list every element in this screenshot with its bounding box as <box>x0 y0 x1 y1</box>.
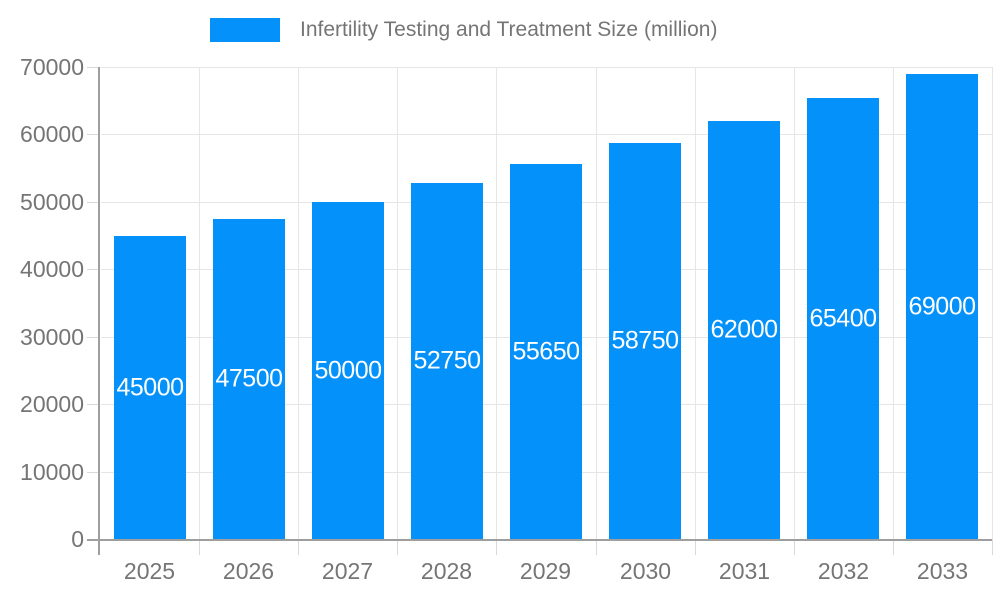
x-axis-line <box>87 539 992 541</box>
x-tick-label: 2033 <box>916 558 969 584</box>
bar-2028[interactable]: 52750 <box>411 183 483 539</box>
x-tick-label: 2028 <box>420 558 473 584</box>
y-tick-label: 0 <box>71 526 84 552</box>
bar-2026[interactable]: 47500 <box>213 219 285 539</box>
x-gridline <box>596 67 597 539</box>
y-tick-label: 10000 <box>20 459 84 485</box>
y-tick-label: 50000 <box>20 189 84 215</box>
x-gridline <box>496 67 497 539</box>
x-tick-label: 2029 <box>519 558 572 584</box>
x-tick <box>298 539 299 555</box>
x-tick <box>992 539 993 555</box>
x-tick-label: 2032 <box>817 558 870 584</box>
bar-2030[interactable]: 58750 <box>609 143 681 539</box>
y-tick-label: 20000 <box>20 391 84 417</box>
x-gridline <box>298 67 299 539</box>
x-gridline <box>695 67 696 539</box>
x-tick-label: 2031 <box>718 558 771 584</box>
chart-legend: Infertility Testing and Treatment Size (… <box>210 18 717 42</box>
legend-label: Infertility Testing and Treatment Size (… <box>300 18 718 41</box>
bar-2029[interactable]: 55650 <box>510 164 582 539</box>
y-tick <box>87 67 100 68</box>
bar-value-label: 62000 <box>710 315 778 344</box>
y-tick-label: 40000 <box>20 256 84 282</box>
x-tick-label: 2027 <box>321 558 374 584</box>
bar-value-label: 50000 <box>314 356 382 384</box>
y-tick <box>87 202 100 203</box>
x-tick-label: 2030 <box>619 558 672 584</box>
y-tick <box>87 472 100 473</box>
x-gridline <box>794 67 795 539</box>
x-tick-label: 2025 <box>123 558 176 584</box>
x-tick <box>596 539 597 555</box>
y-tick-label: 70000 <box>20 54 84 80</box>
y-tick <box>87 134 100 135</box>
y-gridline <box>101 67 992 68</box>
legend-swatch <box>210 18 280 42</box>
bar-2027[interactable]: 50000 <box>312 202 384 539</box>
y-tick <box>87 404 100 405</box>
x-tick <box>893 539 894 555</box>
y-tick <box>87 337 100 338</box>
bar-value-label: 55650 <box>512 337 580 365</box>
x-tick <box>397 539 398 555</box>
bar-2033[interactable]: 69000 <box>906 74 978 539</box>
x-tick <box>794 539 795 555</box>
bar-value-label: 47500 <box>215 364 283 393</box>
x-gridline <box>397 67 398 539</box>
y-gridline <box>101 134 992 135</box>
x-tick <box>199 539 200 555</box>
y-tick <box>87 269 100 270</box>
bar-2031[interactable]: 62000 <box>708 121 780 539</box>
x-gridline <box>992 67 993 539</box>
bar-value-label: 52750 <box>413 346 481 375</box>
bar-2025[interactable]: 45000 <box>114 236 186 539</box>
bar-value-label: 45000 <box>116 373 184 401</box>
x-tick-label: 2026 <box>222 558 275 584</box>
x-gridline <box>199 67 200 539</box>
y-tick-label: 30000 <box>20 324 84 350</box>
x-gridline <box>893 67 894 539</box>
y-axis-line <box>98 67 100 555</box>
x-tick <box>496 539 497 555</box>
bar-2032[interactable]: 65400 <box>807 98 879 539</box>
x-tick <box>695 539 696 555</box>
bar-value-label: 58750 <box>611 326 679 355</box>
bar-value-label: 65400 <box>809 304 877 332</box>
bar-value-label: 69000 <box>908 292 976 320</box>
y-tick-label: 60000 <box>20 121 84 147</box>
